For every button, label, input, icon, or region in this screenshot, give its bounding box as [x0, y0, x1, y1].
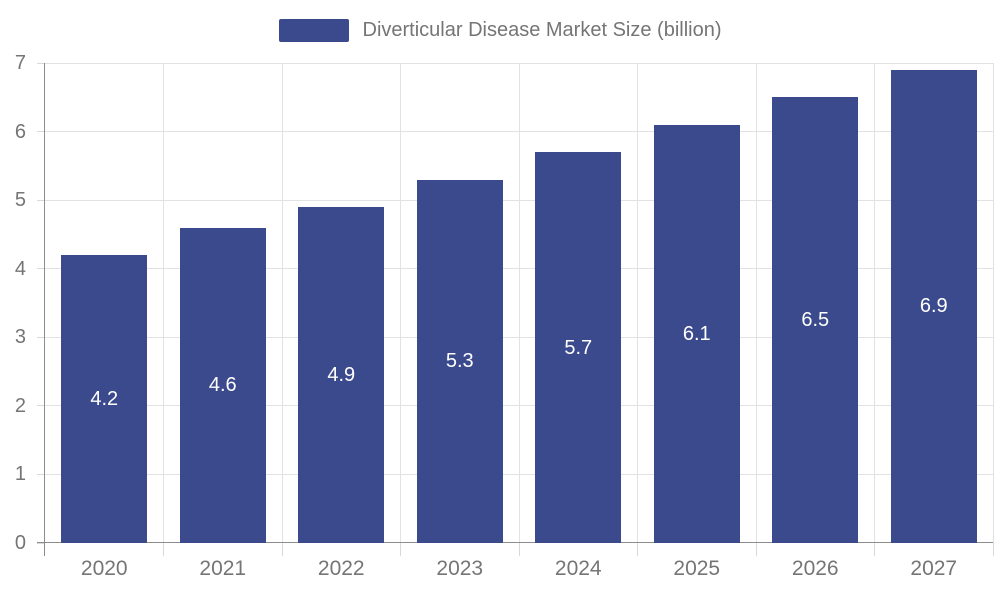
gridline-x	[874, 63, 875, 543]
gridline-x	[518, 63, 520, 543]
x-tick-mark	[992, 543, 994, 556]
bar-value-label: 4.2	[90, 388, 119, 410]
x-tick-mark	[281, 543, 283, 556]
y-tick-mark	[37, 62, 45, 64]
bar-2021[interactable]	[179, 227, 266, 543]
gridline-x	[637, 63, 638, 543]
y-axis-tick-label: 5	[14, 189, 26, 212]
bar-2020[interactable]	[61, 255, 148, 543]
bar-value-label: 6.5	[801, 309, 830, 332]
gridline-x	[163, 63, 164, 543]
legend: Diverticular Disease Market Size (billio…	[0, 19, 1000, 42]
bar-2022[interactable]	[298, 207, 385, 543]
gridline-x	[992, 63, 994, 543]
bar-value-label: 6.1	[682, 322, 711, 345]
x-axis-tick-label: 2020	[80, 557, 128, 580]
bar-2023[interactable]	[416, 179, 503, 543]
legend-item[interactable]: Diverticular Disease Market Size (billio…	[278, 19, 722, 42]
bar-2024[interactable]	[535, 152, 622, 543]
y-tick-mark	[37, 336, 45, 338]
y-tick-mark	[37, 199, 45, 201]
y-tick-mark	[37, 268, 45, 270]
y-tick-mark	[37, 542, 45, 544]
x-axis-line	[37, 541, 993, 543]
bar-2026[interactable]	[772, 97, 859, 543]
y-tick-mark	[37, 473, 45, 475]
y-axis-tick-label: 1	[14, 463, 26, 486]
bar-2025[interactable]	[653, 124, 740, 543]
x-axis-tick-label: 2021	[199, 557, 247, 580]
y-tick-mark	[37, 405, 45, 407]
x-tick-mark	[874, 543, 875, 556]
y-tick-mark	[37, 131, 45, 133]
bar-value-label: 4.9	[327, 364, 356, 386]
x-tick-mark	[637, 543, 638, 556]
x-axis-tick-label: 2027	[910, 557, 958, 580]
y-axis-tick-label: 7	[14, 52, 26, 74]
y-axis-tick-label: 6	[14, 120, 26, 143]
y-axis-tick-label: 3	[14, 326, 26, 349]
x-tick-mark	[163, 543, 164, 556]
x-tick-mark	[755, 543, 757, 556]
y-axis-line	[43, 63, 45, 556]
gridline-x	[281, 63, 283, 543]
bar-value-label: 5.7	[564, 336, 593, 359]
bar-2027[interactable]	[890, 69, 977, 543]
x-tick-mark	[400, 543, 401, 556]
y-axis-tick-label: 2	[14, 394, 26, 417]
x-axis-tick-label: 2022	[317, 557, 365, 580]
x-axis-tick-label: 2026	[791, 557, 839, 580]
bar-value-label: 4.6	[208, 374, 237, 397]
x-axis-tick-label: 2024	[554, 557, 602, 580]
bar-value-label: 6.9	[919, 295, 948, 318]
x-tick-mark	[518, 543, 520, 556]
legend-swatch-icon	[278, 19, 349, 42]
bar-value-label: 5.3	[445, 350, 474, 373]
x-axis-tick-label: 2023	[436, 557, 484, 580]
y-axis-tick-label: 0	[14, 532, 26, 554]
x-axis-tick-label: 2025	[673, 557, 721, 580]
gridline-x	[400, 63, 401, 543]
y-axis-tick-label: 4	[14, 257, 26, 280]
gridline-x	[755, 63, 757, 543]
legend-label: Diverticular Disease Market Size (billio…	[362, 19, 722, 41]
